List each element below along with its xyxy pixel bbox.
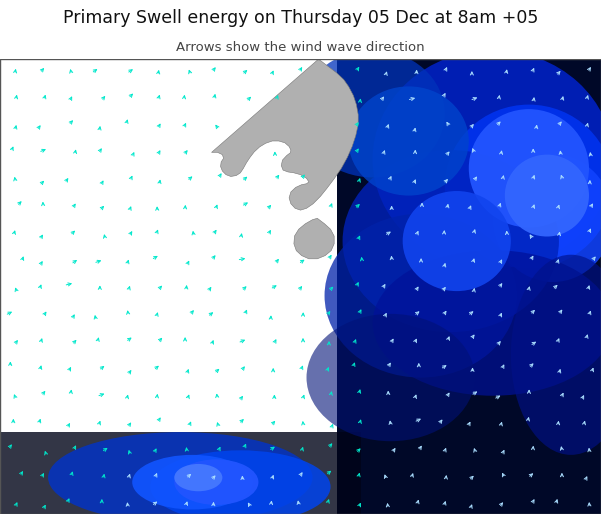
Ellipse shape: [48, 432, 313, 514]
Text: Arrows show the wind wave direction: Arrows show the wind wave direction: [176, 41, 425, 54]
Bar: [0, 432, 361, 514]
Ellipse shape: [174, 460, 258, 505]
Ellipse shape: [373, 250, 601, 396]
Ellipse shape: [493, 155, 601, 282]
Ellipse shape: [445, 105, 601, 268]
Ellipse shape: [349, 86, 469, 195]
Ellipse shape: [300, 50, 445, 177]
Polygon shape: [294, 218, 334, 259]
Ellipse shape: [373, 50, 601, 268]
Ellipse shape: [505, 155, 589, 236]
Polygon shape: [212, 59, 358, 210]
Bar: [337, 59, 601, 514]
Ellipse shape: [343, 150, 559, 332]
Ellipse shape: [150, 450, 331, 514]
Ellipse shape: [325, 214, 517, 377]
Ellipse shape: [403, 191, 511, 291]
Text: Primary Swell energy on Thursday 05 Dec at 8am +05: Primary Swell energy on Thursday 05 Dec …: [63, 9, 538, 27]
Ellipse shape: [174, 464, 222, 491]
Ellipse shape: [469, 109, 589, 227]
Ellipse shape: [511, 255, 601, 455]
Ellipse shape: [132, 455, 252, 509]
Ellipse shape: [307, 314, 475, 441]
